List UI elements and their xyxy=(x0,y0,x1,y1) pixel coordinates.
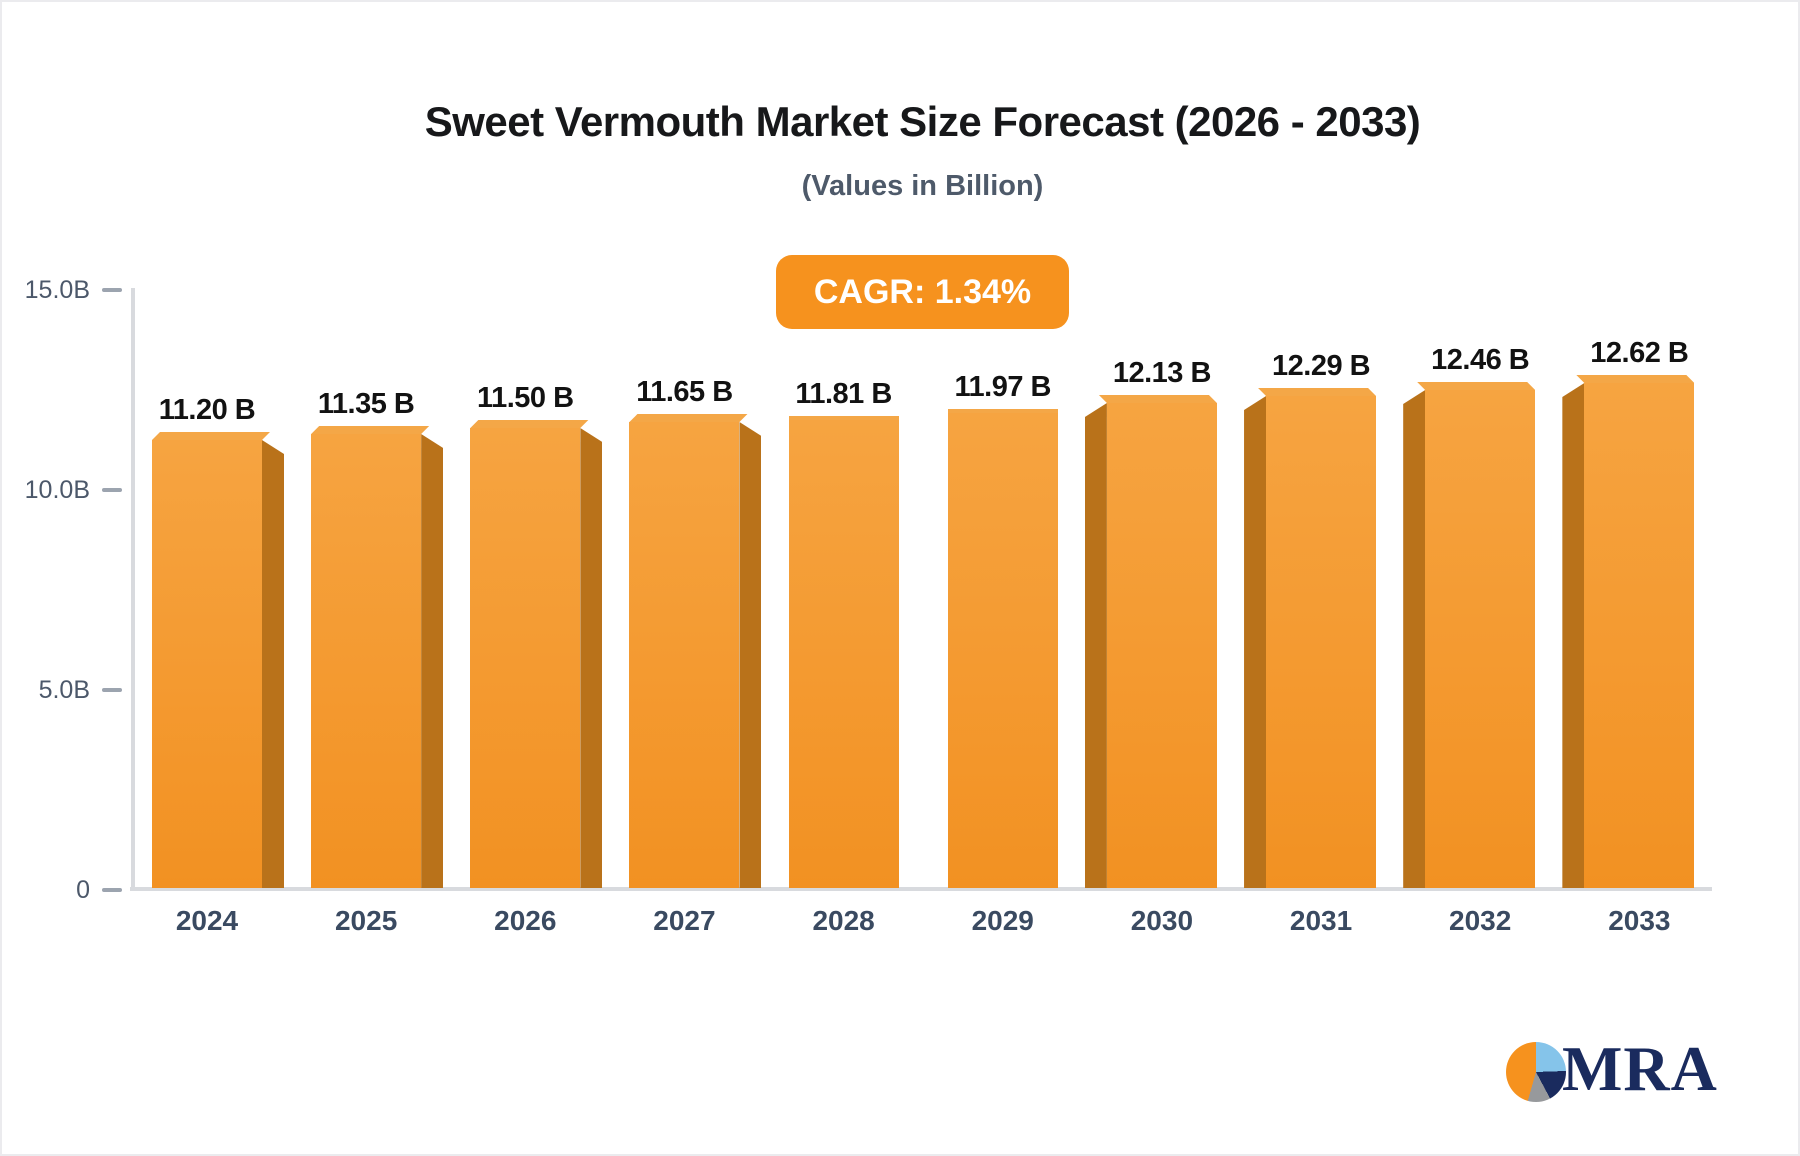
bar-side-face xyxy=(1084,403,1107,888)
bar xyxy=(311,426,444,888)
bar-value-label: 12.29 B xyxy=(1272,350,1371,382)
bar-top-face xyxy=(788,416,899,420)
bar-value-label: 11.50 B xyxy=(477,382,574,414)
bar xyxy=(788,416,899,888)
logo-pie-icon xyxy=(1506,1042,1566,1102)
bar-top-face xyxy=(1098,395,1217,403)
y-tick-label: 15.0B xyxy=(24,276,90,304)
bar-side-face xyxy=(739,422,762,888)
bar-front-face xyxy=(311,434,422,888)
bar xyxy=(152,432,284,888)
bar-front-face xyxy=(152,440,262,888)
logo-text: MRA xyxy=(1562,1033,1718,1104)
cagr-badge: CAGR: 1.34% xyxy=(775,255,1070,329)
bar-top-face xyxy=(1258,388,1377,396)
bar-top-face xyxy=(947,409,1058,413)
bar xyxy=(1562,375,1695,888)
y-tick-label: 10.0B xyxy=(24,476,90,504)
x-tick-label-2031: 2031 xyxy=(1289,905,1353,936)
bar-front-face xyxy=(1106,403,1217,888)
bar-front-face xyxy=(947,413,1058,888)
bar-front-face xyxy=(1266,396,1377,888)
x-tick-label-2028: 2028 xyxy=(812,905,875,936)
bar-front-face xyxy=(1425,390,1536,888)
bar-value-label: 12.46 B xyxy=(1431,344,1530,376)
bar-value-label: 11.81 B xyxy=(795,378,892,410)
x-tick-label-2033: 2033 xyxy=(1608,905,1671,936)
bar-front-face xyxy=(788,420,899,888)
x-tick-label-2026: 2026 xyxy=(494,905,557,936)
x-axis-line xyxy=(130,887,1712,891)
bar-side-face xyxy=(262,440,284,888)
bar xyxy=(470,420,603,888)
bar-front-face xyxy=(629,422,740,888)
x-tick-label-2027: 2027 xyxy=(653,905,716,936)
bar-front-face xyxy=(1584,383,1695,888)
bar-value-label: 11.97 B xyxy=(954,371,1052,403)
bar-value-label: 12.13 B xyxy=(1112,357,1212,389)
chart-subtitle: (Values in Billion) xyxy=(801,170,1044,202)
x-tick-label-2030: 2030 xyxy=(1130,905,1194,936)
bar-side-face xyxy=(1244,396,1267,888)
bar-side-face xyxy=(1562,383,1585,888)
chart-title: Sweet Vermouth Market Size Forecast (202… xyxy=(424,98,1421,145)
bar xyxy=(1244,388,1377,888)
bar-value-label: 11.65 B xyxy=(636,376,733,408)
y-axis-line xyxy=(131,288,135,890)
bar-top-face xyxy=(1576,375,1695,383)
bar-top-face xyxy=(470,420,589,428)
y-tick-mark xyxy=(102,488,122,492)
bar-value-label: 11.20 B xyxy=(158,394,256,426)
x-tick-label-2025: 2025 xyxy=(334,905,398,936)
bar-side-face xyxy=(1403,390,1426,888)
y-tick-mark xyxy=(102,288,122,292)
bar-top-face xyxy=(629,414,748,422)
bar-top-face xyxy=(311,426,430,434)
y-tick-label: 5.0B xyxy=(38,676,90,704)
y-tick-mark xyxy=(102,688,122,692)
x-tick-label-2024: 2024 xyxy=(175,905,239,936)
x-tick-label-2032: 2032 xyxy=(1449,905,1512,936)
bar-value-label: 11.35 B xyxy=(317,388,415,420)
bar-side-face xyxy=(421,434,444,888)
y-tick-mark xyxy=(102,888,122,892)
bar-front-face xyxy=(470,428,581,888)
bar xyxy=(947,409,1058,888)
cagr-badge-row: CAGR: 1.34% xyxy=(132,255,1713,329)
bar xyxy=(629,414,762,888)
bar-top-face xyxy=(1417,382,1536,390)
bar xyxy=(1084,395,1217,888)
x-tick-label-2029: 2029 xyxy=(971,905,1034,936)
bar xyxy=(1403,382,1536,888)
bar-value-label: 12.62 B xyxy=(1590,337,1689,369)
y-tick-label: 0 xyxy=(76,876,90,904)
bar-top-face xyxy=(152,432,270,440)
mra-logo: MRA xyxy=(1506,1032,1717,1104)
bar-side-face xyxy=(580,428,603,888)
